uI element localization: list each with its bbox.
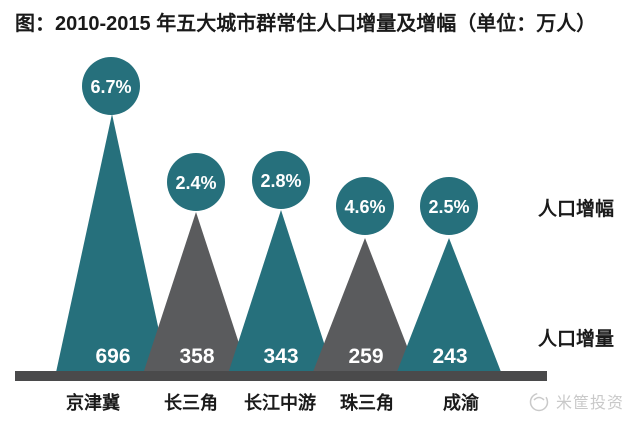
brand-watermark: 米筐投资 [529, 392, 624, 412]
cluster-zhusanjiao: 4.6% 259 [311, 177, 419, 377]
value-label-changjiangzhongyou: 343 [263, 345, 298, 368]
value-label-jingjinji: 696 [95, 345, 130, 368]
cluster-changjiangzhongyou: 2.8% 343 [227, 151, 335, 377]
rate-bubble-jingjinji [82, 57, 140, 115]
rate-label-chengyu: 2.5% [428, 197, 469, 217]
value-label-changsanjiao: 358 [179, 345, 214, 368]
rate-label-zhusanjiao: 4.6% [344, 197, 385, 217]
rate-label-jingjinji: 6.7% [90, 77, 131, 97]
category-label-changsanjiao: 长三角 [164, 392, 218, 413]
rate-bubble-changjiangzhongyou [252, 151, 310, 209]
category-label-zhusanjiao: 珠三角 [340, 392, 394, 413]
legend-growth-amount-label: 人口增量 [538, 327, 614, 350]
brand-logo-swirl-icon [533, 396, 545, 401]
triangle-changsanjiao [142, 212, 250, 377]
category-label-jingjinji: 京津冀 [66, 392, 120, 413]
chart-title: 图：2010-2015 年五大城市群常住人口增量及增幅（单位：万人） [15, 11, 596, 35]
legend-growth-rate-label: 人口增幅 [538, 197, 614, 220]
triangle-jingjinji [55, 114, 169, 377]
rate-label-changjiangzhongyou: 2.8% [260, 171, 301, 191]
rate-bubble-chengyu [420, 177, 478, 235]
cluster-jingjinji: 6.7% 696 [55, 57, 169, 377]
rate-bubble-changsanjiao [167, 153, 225, 211]
brand-name: 米筐投资 [556, 394, 624, 412]
rate-bubble-zhusanjiao [336, 177, 394, 235]
brand-logo-icon [529, 392, 549, 412]
value-label-chengyu: 243 [432, 345, 467, 368]
baseline-bar [15, 371, 547, 381]
rate-label-changsanjiao: 2.4% [175, 173, 216, 193]
cluster-changsanjiao: 2.4% 358 [142, 153, 250, 377]
triangle-chengyu [395, 238, 503, 377]
triangle-zhusanjiao [311, 238, 419, 377]
triangle-changjiangzhongyou [227, 210, 335, 377]
cluster-chengyu: 2.5% 243 [395, 177, 503, 377]
value-label-zhusanjiao: 259 [348, 345, 383, 368]
category-label-changjiangzhongyou: 长江中游 [244, 392, 316, 413]
category-label-chengyu: 成渝 [443, 392, 480, 413]
